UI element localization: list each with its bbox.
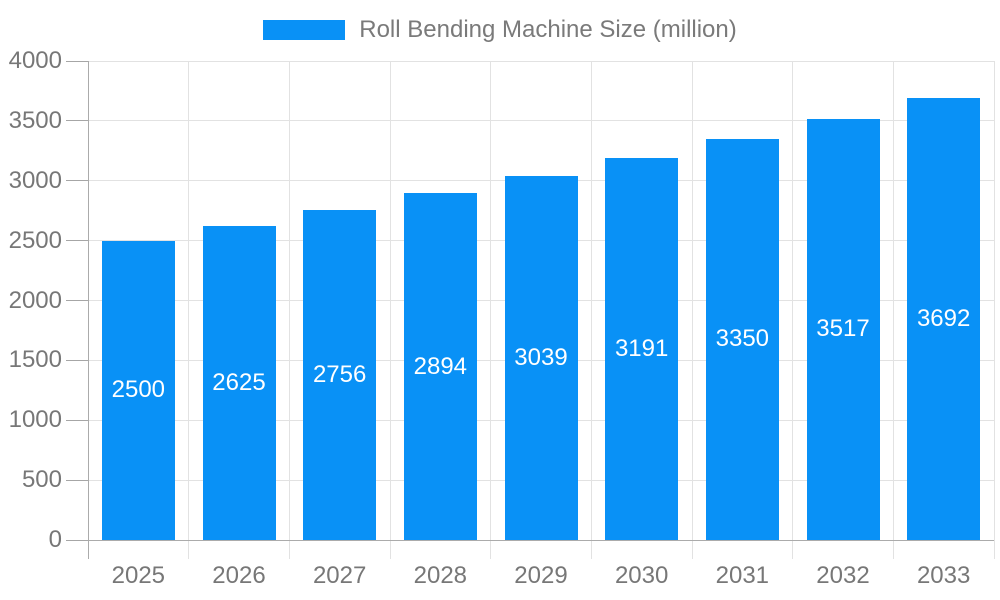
bar-value-label: 3350 (715, 325, 770, 353)
y-axis-label: 4000 (8, 47, 62, 74)
y-axis-tick (66, 479, 88, 481)
y-axis-label: 500 (21, 466, 62, 494)
v-gridline (993, 61, 995, 540)
x-axis-label: 2027 (312, 562, 367, 589)
x-axis-line (88, 539, 994, 541)
bar-2029 (504, 176, 578, 540)
v-gridline (490, 61, 492, 540)
y-axis-line (87, 61, 89, 559)
bar-2026 (202, 225, 276, 540)
x-axis-label: 2030 (614, 562, 669, 589)
v-gridline (288, 61, 290, 540)
v-gridline (892, 61, 894, 540)
x-axis-tick (490, 540, 492, 559)
legend-swatch (263, 20, 346, 40)
bar-value-label: 3191 (614, 334, 669, 362)
x-axis-tick (590, 540, 592, 559)
bar-2033 (907, 97, 981, 540)
y-axis-tick (66, 240, 88, 242)
bar-2027 (303, 209, 377, 540)
y-axis-label: 3000 (8, 166, 62, 194)
v-gridline (691, 61, 693, 540)
x-axis-tick (288, 540, 290, 559)
legend-label: Roll Bending Machine Size (million) (359, 16, 737, 43)
v-gridline (792, 61, 794, 540)
x-axis-tick (188, 540, 190, 559)
x-axis-tick (792, 540, 794, 559)
bar-value-label: 2894 (413, 352, 468, 380)
y-axis-label: 1500 (8, 346, 62, 374)
bar-value-label: 3692 (916, 304, 971, 332)
v-gridline (188, 61, 190, 540)
legend-item[interactable]: Roll Bending Machine Size (million) (0, 16, 1000, 43)
x-axis-tick (892, 540, 894, 559)
bar-value-label: 2625 (212, 368, 266, 396)
y-axis-label: 2500 (8, 226, 62, 254)
x-axis-tick (993, 540, 995, 559)
y-axis-tick (66, 60, 88, 62)
bar-value-label: 2500 (111, 376, 166, 404)
h-gridline (88, 120, 994, 122)
x-axis-label: 2028 (413, 562, 468, 589)
bar-2030 (605, 157, 679, 540)
bar-value-label: 3517 (816, 315, 870, 343)
y-axis-label: 1000 (8, 406, 62, 434)
y-axis-tick (66, 300, 88, 301)
x-axis-label: 2032 (816, 562, 870, 589)
bar-2031 (705, 138, 779, 540)
y-axis-label: 0 (48, 526, 62, 553)
y-axis-tick (66, 539, 88, 541)
x-axis-label: 2029 (514, 562, 568, 589)
bar-value-label: 2756 (312, 360, 367, 388)
h-gridline (88, 60, 994, 62)
bar-2032 (806, 118, 880, 540)
x-axis-label: 2025 (111, 562, 166, 589)
x-axis-label: 2033 (916, 562, 971, 589)
y-axis-tick (66, 120, 88, 122)
v-gridline (389, 61, 391, 540)
x-axis-tick (691, 540, 693, 559)
y-axis-tick (66, 419, 88, 421)
y-axis-label: 2000 (8, 286, 62, 314)
y-axis-tick (66, 180, 88, 182)
bar-value-label: 3039 (514, 344, 568, 372)
bar-2025 (101, 240, 175, 540)
v-gridline (590, 61, 592, 540)
bar-2028 (403, 193, 477, 540)
x-axis-tick (389, 540, 391, 559)
y-axis-label: 3500 (8, 106, 62, 134)
x-axis-label: 2026 (212, 562, 266, 589)
y-axis-tick (66, 359, 88, 361)
x-axis-label: 2031 (715, 562, 770, 589)
